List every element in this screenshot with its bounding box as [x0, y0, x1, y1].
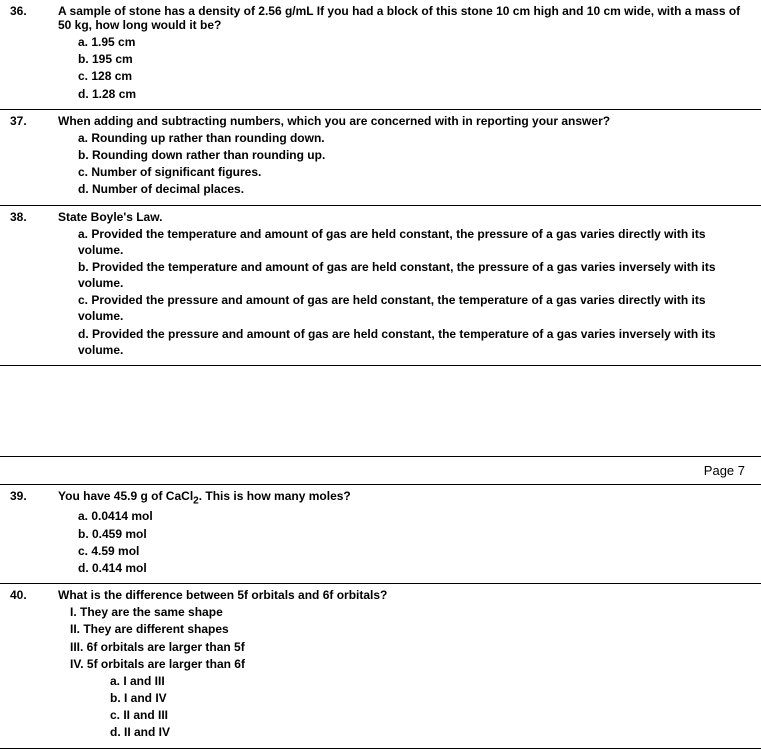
question-text: You have 45.9 g of CaCl2. This is how ma…: [58, 489, 751, 506]
question-body: When adding and subtracting numbers, whi…: [58, 114, 751, 199]
page-number: Page 7: [704, 463, 745, 478]
roman-list: I. They are the same shape II. They are …: [58, 604, 751, 672]
question-number: 36.: [10, 4, 58, 103]
choice-a: a. Provided the temperature and amount o…: [78, 226, 751, 258]
roman-i: I. They are the same shape: [70, 604, 751, 620]
choice-b: b. 195 cm: [78, 51, 751, 67]
choices: a. 1.95 cm b. 195 cm c. 128 cm d. 1.28 c…: [58, 34, 751, 102]
choice-b: b. Rounding down rather than rounding up…: [78, 147, 751, 163]
choice-d: d. Provided the pressure and amount of g…: [78, 326, 751, 358]
choice-b: b. 0.459 mol: [78, 526, 751, 542]
choice-b: b. I and IV: [110, 690, 751, 706]
q39-text-pre: You have 45.9 g of CaCl: [58, 489, 193, 503]
choice-d: d. II and IV: [110, 724, 751, 740]
choice-c: c. Number of significant figures.: [78, 164, 751, 180]
choice-b: b. Provided the temperature and amount o…: [78, 259, 751, 291]
page-header: Page 7: [0, 456, 761, 485]
choice-d: d. Number of decimal places.: [78, 181, 751, 197]
q39-text-post: . This is how many moles?: [199, 489, 351, 503]
question-number: 39.: [10, 489, 58, 577]
roman-ii: II. They are different shapes: [70, 621, 751, 637]
choices: a. Rounding up rather than rounding down…: [58, 130, 751, 198]
choices: a. I and III b. I and IV c. II and III d…: [58, 673, 751, 741]
question-body: State Boyle's Law. a. Provided the tempe…: [58, 210, 751, 360]
question-text: State Boyle's Law.: [58, 210, 751, 224]
question-37: 37. When adding and subtracting numbers,…: [0, 110, 761, 206]
choice-c: c. Provided the pressure and amount of g…: [78, 292, 751, 324]
question-number: 40.: [10, 588, 58, 742]
question-body: You have 45.9 g of CaCl2. This is how ma…: [58, 489, 751, 577]
question-text: A sample of stone has a density of 2.56 …: [58, 4, 751, 32]
question-number: 37.: [10, 114, 58, 199]
choice-a: a. 0.0414 mol: [78, 508, 751, 524]
question-text: What is the difference between 5f orbita…: [58, 588, 751, 602]
choice-a: a. Rounding up rather than rounding down…: [78, 130, 751, 146]
choice-a: a. 1.95 cm: [78, 34, 751, 50]
question-number: 38.: [10, 210, 58, 360]
roman-iv: IV. 5f orbitals are larger than 6f: [70, 656, 751, 672]
choice-c: c. 128 cm: [78, 68, 751, 84]
question-40: 40. What is the difference between 5f or…: [0, 584, 761, 749]
choices: a. 0.0414 mol b. 0.459 mol c. 4.59 mol d…: [58, 508, 751, 576]
question-39: 39. You have 45.9 g of CaCl2. This is ho…: [0, 485, 761, 584]
question-body: What is the difference between 5f orbita…: [58, 588, 751, 742]
choice-a: a. I and III: [110, 673, 751, 689]
choices: a. Provided the temperature and amount o…: [58, 226, 751, 359]
choice-c: c. II and III: [110, 707, 751, 723]
question-body: A sample of stone has a density of 2.56 …: [58, 4, 751, 103]
question-38: 38. State Boyle's Law. a. Provided the t…: [0, 206, 761, 367]
choice-d: d. 0.414 mol: [78, 560, 751, 576]
question-text: When adding and subtracting numbers, whi…: [58, 114, 751, 128]
page-gap: [0, 366, 761, 456]
question-36: 36. A sample of stone has a density of 2…: [0, 0, 761, 110]
choice-c: c. 4.59 mol: [78, 543, 751, 559]
roman-iii: III. 6f orbitals are larger than 5f: [70, 639, 751, 655]
choice-d: d. 1.28 cm: [78, 86, 751, 102]
